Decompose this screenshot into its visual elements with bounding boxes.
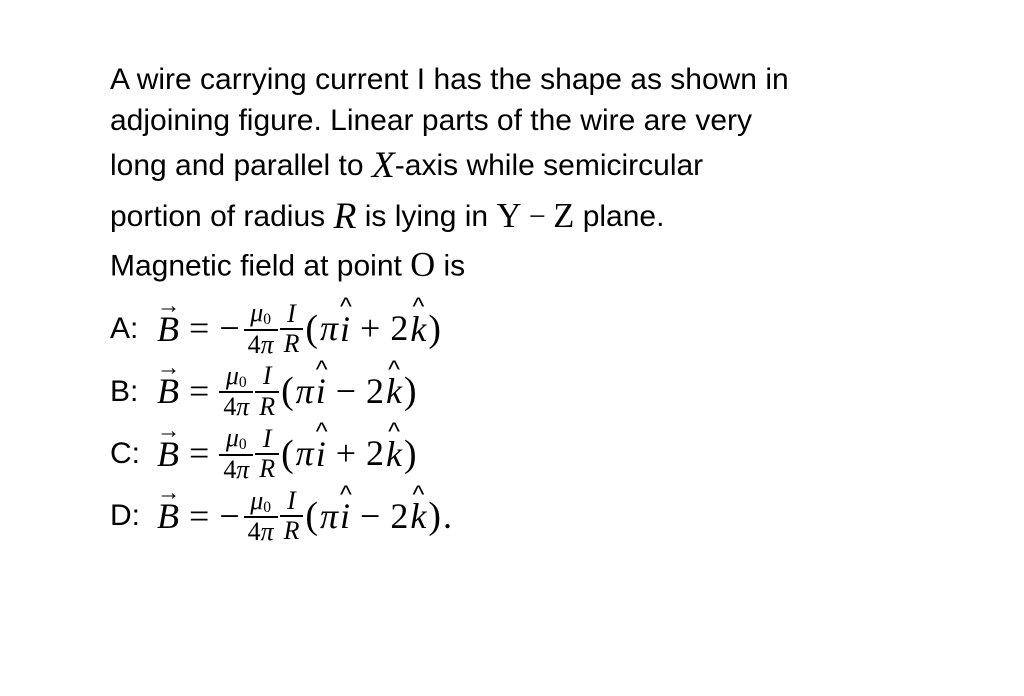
option-d-label: D: xyxy=(110,492,156,540)
stem-line-2: adjoining figure. Linear parts of the wi… xyxy=(110,104,752,137)
option-b[interactable]: B: →B = μ04π IR ( π ^i − 2 ^k ) xyxy=(110,361,954,421)
variable-z: Z xyxy=(553,196,574,234)
option-d-equation: →B = − μ04π IR ( π ^i − 2 ^k ). xyxy=(156,486,453,546)
question-stem: A wire carrying current I has the shape … xyxy=(110,60,954,289)
stem-line-5-post: is xyxy=(435,250,465,283)
option-c-label: C: xyxy=(110,430,156,478)
options-list: A: →B = − μ04π IR ( π ^i + 2 ^k ) B: →B … xyxy=(110,299,954,547)
option-b-equation: →B = μ04π IR ( π ^i − 2 ^k ) xyxy=(156,361,418,421)
stem-line-3-pre: long and parallel to xyxy=(110,149,372,182)
stem-line-4-pre: portion of radius xyxy=(110,200,333,233)
stem-line-3-post: -axis while semicircular xyxy=(395,149,703,182)
point-o: O xyxy=(410,246,435,284)
option-c-equation: →B = μ04π IR ( π ^i + 2 ^k ) xyxy=(156,424,418,484)
question-page: A wire carrying current I has the shape … xyxy=(0,0,1024,589)
variable-r: R xyxy=(333,196,356,237)
variable-x: X xyxy=(372,145,395,186)
stem-line-4-post: plane. xyxy=(574,200,664,233)
minus-sign: − xyxy=(521,200,553,233)
option-c[interactable]: C: →B = μ04π IR ( π ^i + 2 ^k ) xyxy=(110,424,954,484)
option-d[interactable]: D: →B = − μ04π IR ( π ^i − 2 ^k ). xyxy=(110,486,954,546)
stem-line-1: A wire carrying current I has the shape … xyxy=(110,63,789,96)
option-a-label: A: xyxy=(110,305,156,353)
variable-y: Y xyxy=(496,196,521,234)
stem-line-5-pre: Magnetic field at point xyxy=(110,250,410,283)
stem-line-4-mid: is lying in xyxy=(356,200,496,233)
option-a[interactable]: A: →B = − μ04π IR ( π ^i + 2 ^k ) xyxy=(110,299,954,359)
option-b-label: B: xyxy=(110,368,156,416)
